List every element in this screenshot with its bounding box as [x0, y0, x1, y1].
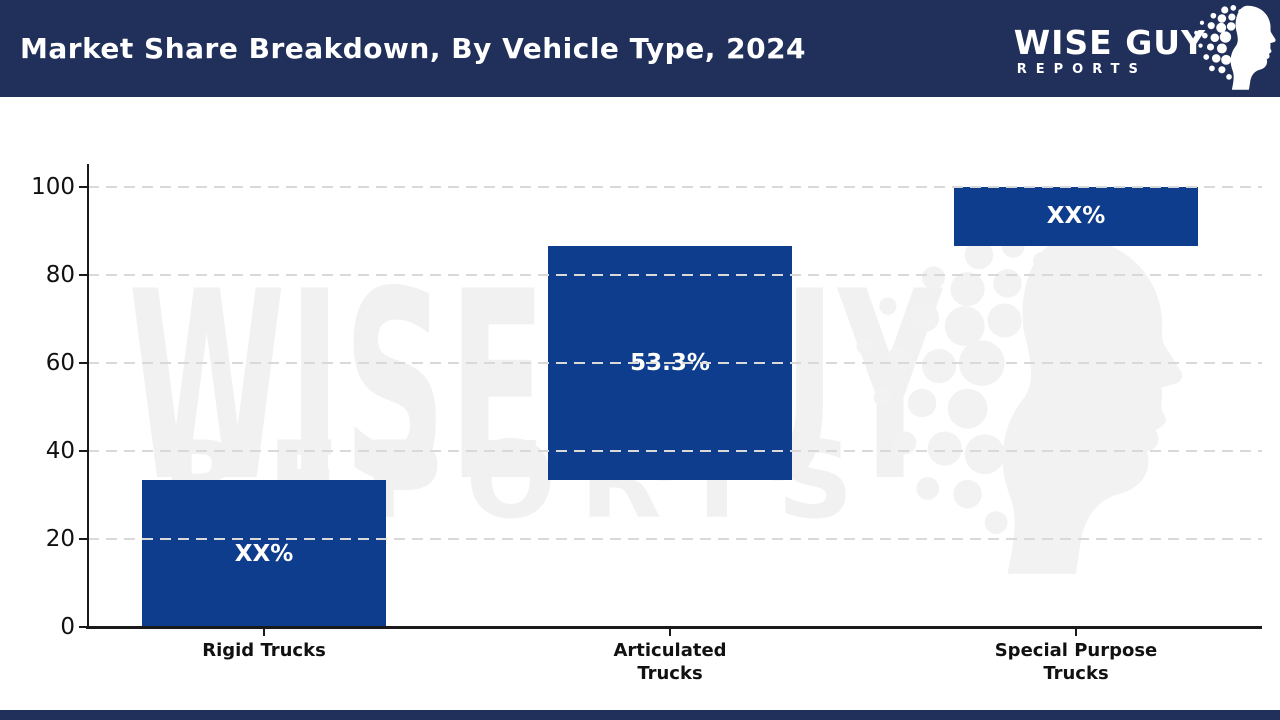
- y-gridline: [88, 538, 1262, 540]
- bar-special-purpose-trucks: XX%: [954, 187, 1198, 246]
- y-tick-label: 100: [31, 174, 75, 200]
- watermark-wordmark: WISE GUY: [128, 237, 945, 539]
- x-axis-label: Articulated Trucks: [613, 640, 727, 684]
- header-bar: Market Share Breakdown, By Vehicle Type,…: [0, 0, 1280, 97]
- y-tick-label: 80: [45, 262, 75, 288]
- x-axis-label: Rigid Trucks: [202, 640, 326, 661]
- wise-guy-reports-logo: WISE GUY REPORTS: [1014, 4, 1276, 90]
- y-tick-label: 60: [45, 350, 75, 376]
- x-tick-mark: [669, 629, 671, 636]
- logo-face-icon: [1194, 5, 1276, 90]
- y-tick-mark: [79, 450, 88, 452]
- y-tick-mark: [79, 626, 88, 628]
- y-tick-mark: [79, 186, 88, 188]
- bar-rigid-trucks: XX%: [142, 480, 386, 627]
- logo-wordmark: WISE GUY: [1013, 23, 1206, 62]
- logo-text: WISE GUY REPORTS: [1014, 26, 1206, 76]
- watermark-face-icon: [856, 235, 1183, 574]
- y-tick-label: 0: [60, 614, 75, 640]
- y-tick-mark: [79, 538, 88, 540]
- y-axis-spine: [87, 164, 89, 629]
- y-tick-mark: [79, 274, 88, 276]
- x-axis-label: Special Purpose Trucks: [994, 640, 1158, 684]
- x-axis-spine: [86, 626, 1262, 629]
- y-gridline: [88, 274, 1262, 276]
- bar-value-label: XX%: [1046, 203, 1106, 230]
- x-tick-mark: [263, 629, 265, 636]
- y-tick-label: 40: [45, 438, 75, 464]
- y-gridline: [88, 450, 1262, 452]
- y-tick-label: 20: [45, 526, 75, 552]
- x-tick-mark: [1075, 629, 1077, 636]
- logo-reports-text: REPORTS: [1016, 62, 1147, 77]
- y-gridline: [88, 362, 1262, 364]
- bar-value-label: XX%: [234, 540, 294, 567]
- y-tick-mark: [79, 362, 88, 364]
- footer-bar: [0, 710, 1280, 720]
- y-gridline: [88, 186, 1262, 188]
- chart-title: Market Share Breakdown, By Vehicle Type,…: [20, 32, 807, 65]
